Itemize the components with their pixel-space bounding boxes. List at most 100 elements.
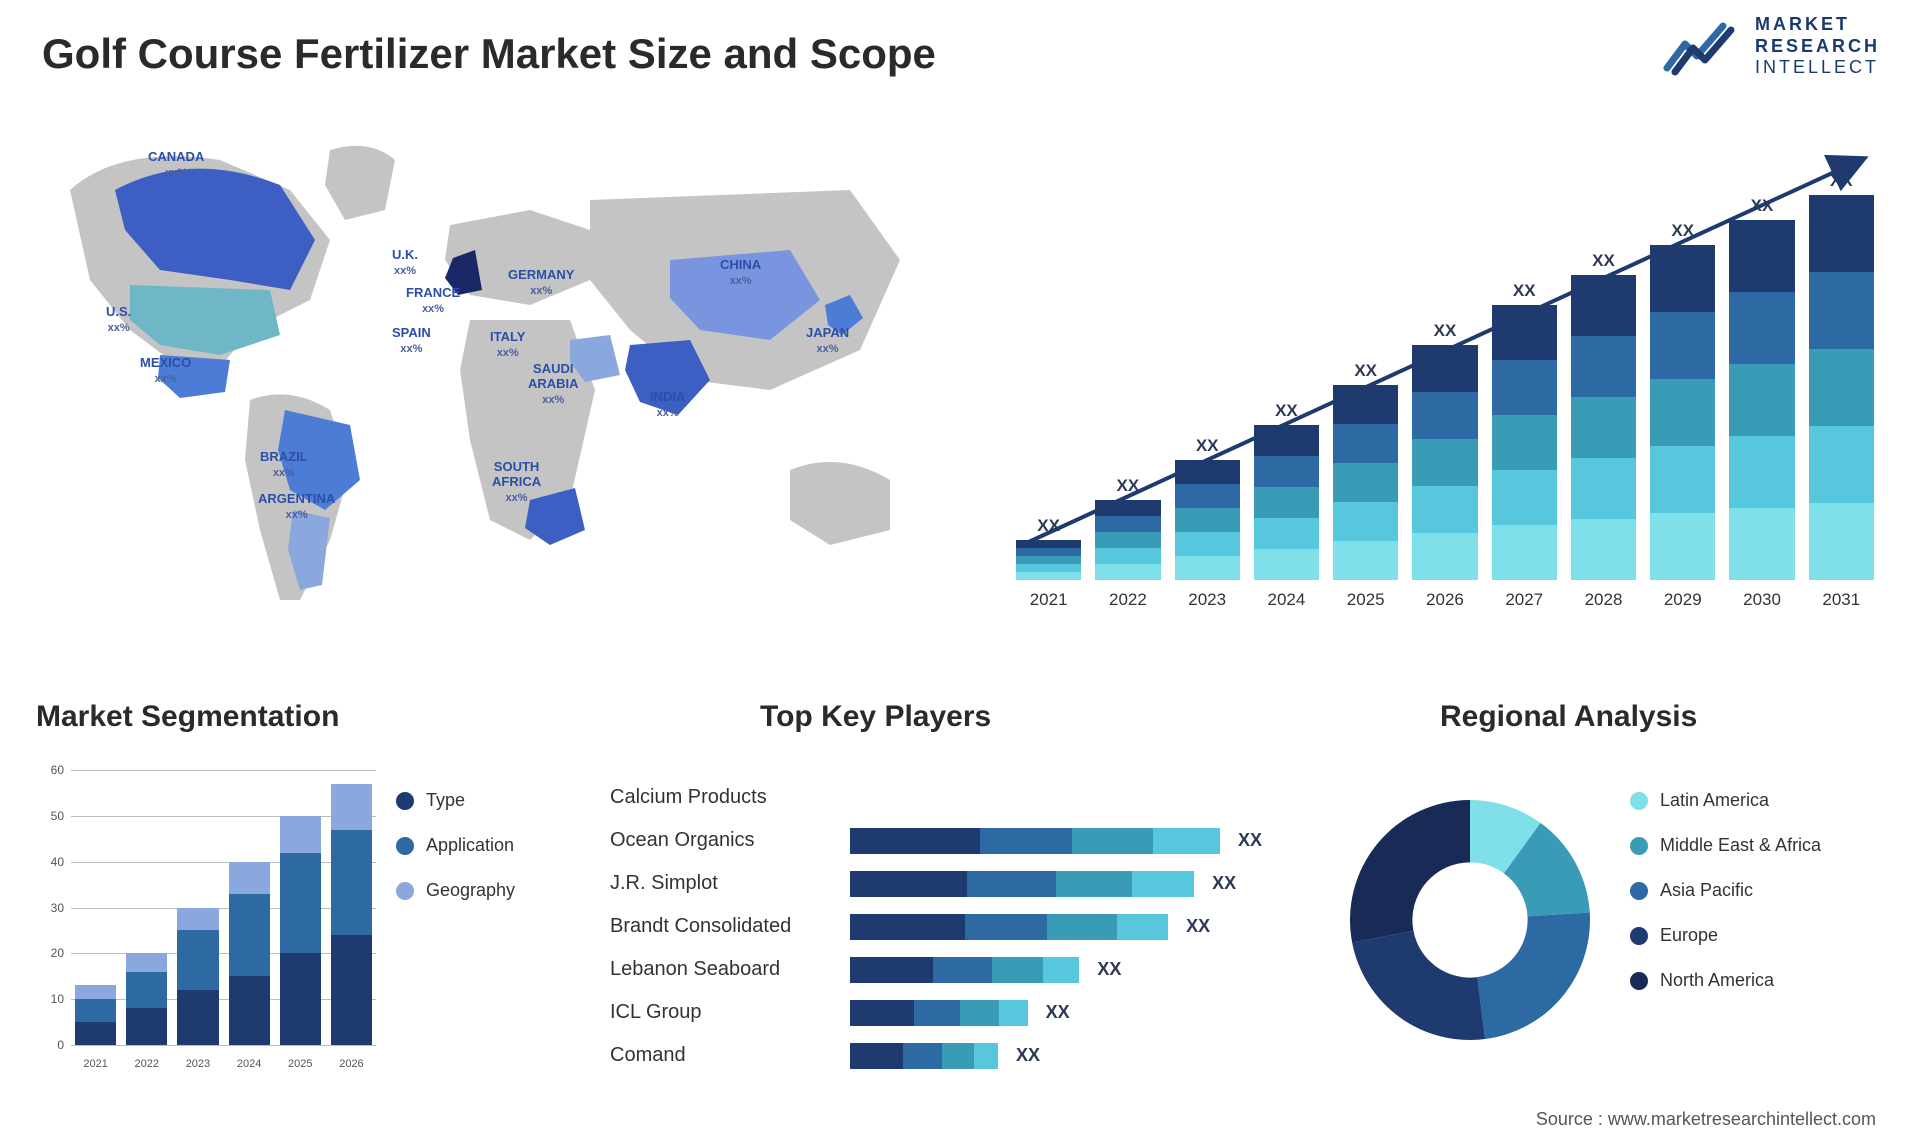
key-player-segment	[967, 871, 1056, 897]
key-player-bar	[850, 871, 1194, 897]
key-player-value: XX	[1212, 873, 1236, 894]
legend-item: Europe	[1630, 925, 1821, 946]
segmentation-section: Market Segmentation 20212022202320242025…	[36, 730, 556, 1080]
seg-bar-segment	[177, 908, 218, 931]
bar-segment	[1492, 525, 1557, 580]
x-tick-label: 2031	[1809, 590, 1874, 610]
key-player-segment	[992, 957, 1042, 983]
main-bar-col: XX	[1333, 361, 1398, 580]
bar-segment	[1412, 486, 1477, 533]
main-bar-col: XX	[1412, 321, 1477, 580]
key-player-segment	[933, 957, 993, 983]
donut-slice	[1477, 912, 1590, 1039]
seg-bar-segment	[280, 953, 321, 1045]
legend-label: Geography	[426, 880, 515, 901]
bar-segment	[1650, 312, 1715, 379]
x-tick-label: 2025	[1333, 590, 1398, 610]
key-players-section: Top Key Players Calcium ProductsOcean Or…	[610, 730, 1290, 1080]
bar-segment	[1016, 564, 1081, 572]
main-bar-col: XX	[1492, 281, 1557, 580]
main-bar-col: XX	[1809, 171, 1874, 580]
seg-bar-segment	[177, 930, 218, 990]
bar-top-label: XX	[1434, 321, 1457, 341]
segmentation-title: Market Segmentation	[36, 700, 339, 734]
bar-segment	[1809, 272, 1874, 349]
bar-segment	[1175, 484, 1240, 508]
legend-label: North America	[1660, 970, 1774, 991]
bar-top-label: XX	[1830, 171, 1853, 191]
regional-donut-chart	[1330, 780, 1610, 1060]
legend-label: Europe	[1660, 925, 1718, 946]
seg-bar-segment	[126, 972, 167, 1009]
map-label: INDIAxx%	[650, 390, 685, 420]
bar-segment	[1333, 385, 1398, 424]
map-label: U.S.xx%	[106, 305, 131, 335]
logo-mark-icon	[1663, 16, 1743, 76]
key-player-value: XX	[1016, 1045, 1040, 1066]
key-player-segment	[850, 1000, 914, 1026]
seg-bar-segment	[75, 985, 116, 999]
bar-segment	[1333, 463, 1398, 502]
bar-segment	[1729, 364, 1794, 436]
key-player-segment	[1072, 828, 1153, 854]
bar-segment	[1095, 548, 1160, 564]
key-player-name: Calcium Products	[610, 786, 850, 809]
x-tick-label: 2023	[1175, 590, 1240, 610]
brand-logo: MARKET RESEARCH INTELLECT	[1663, 14, 1880, 79]
bar-segment	[1016, 556, 1081, 564]
key-player-segment	[903, 1043, 941, 1069]
map-label: U.K.xx%	[392, 248, 418, 278]
main-bar-col: XX	[1254, 401, 1319, 580]
main-bar-col: XX	[1650, 221, 1715, 580]
bar-top-label: XX	[1275, 401, 1298, 421]
page-title: Golf Course Fertilizer Market Size and S…	[42, 30, 936, 78]
seg-bar-segment	[75, 999, 116, 1022]
key-player-value: XX	[1186, 916, 1210, 937]
map-label: MEXICOxx%	[140, 356, 191, 386]
x-tick-label: 2021	[1016, 590, 1081, 610]
bar-segment	[1571, 397, 1636, 458]
x-tick-label: 2028	[1571, 590, 1636, 610]
bar-segment	[1095, 564, 1160, 580]
bar-top-label: XX	[1354, 361, 1377, 381]
bar-segment	[1254, 518, 1319, 549]
key-player-segment	[1056, 871, 1132, 897]
legend-item: Geography	[396, 880, 515, 901]
bar-top-label: XX	[1592, 251, 1615, 271]
bar-segment	[1333, 424, 1398, 463]
seg-bar-segment	[280, 853, 321, 954]
bar-segment	[1492, 470, 1557, 525]
bar-segment	[1412, 533, 1477, 580]
key-player-segment	[850, 871, 967, 897]
x-tick-label: 2021	[75, 1058, 116, 1070]
legend-dot-icon	[1630, 882, 1648, 900]
main-bar-col: XX	[1729, 196, 1794, 580]
segmentation-chart: 202120222023202420252026 0102030405060	[36, 770, 376, 1070]
x-tick-label: 2029	[1650, 590, 1715, 610]
bar-segment	[1571, 519, 1636, 580]
bar-segment	[1412, 439, 1477, 486]
x-tick-label: 2026	[1412, 590, 1477, 610]
legend-item: Latin America	[1630, 790, 1821, 811]
x-tick-label: 2023	[177, 1058, 218, 1070]
seg-bar-segment	[126, 953, 167, 971]
key-player-segment	[850, 957, 933, 983]
bar-top-label: XX	[1513, 281, 1536, 301]
map-label: CHINAxx%	[720, 258, 761, 288]
x-tick-label: 2024	[1254, 590, 1319, 610]
regional-section: Regional Analysis Latin AmericaMiddle Ea…	[1330, 730, 1890, 1080]
y-tick-label: 50	[36, 809, 64, 823]
key-player-segment	[1153, 828, 1220, 854]
bar-segment	[1016, 572, 1081, 580]
key-player-row: Ocean OrganicsXX	[610, 819, 1290, 862]
bar-segment	[1095, 500, 1160, 516]
bar-segment	[1095, 516, 1160, 532]
seg-bar-col	[126, 953, 167, 1045]
map-label: GERMANYxx%	[508, 268, 574, 298]
legend-dot-icon	[396, 837, 414, 855]
bar-segment	[1175, 460, 1240, 484]
y-tick-label: 40	[36, 855, 64, 869]
key-player-segment	[965, 914, 1048, 940]
segmentation-legend: TypeApplicationGeography	[396, 790, 515, 901]
bar-segment	[1650, 245, 1715, 312]
